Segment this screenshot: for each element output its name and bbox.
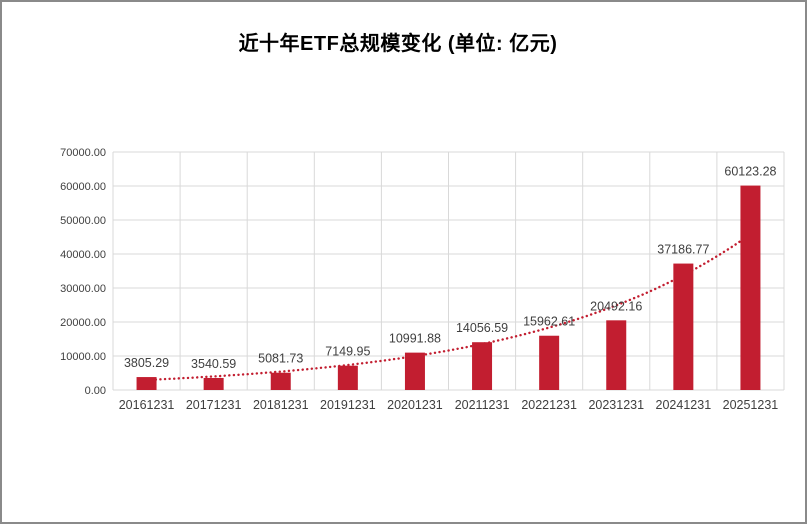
y-axis-tick-label: 30000.00 <box>60 283 106 295</box>
y-axis-tick-label: 0.00 <box>85 385 106 397</box>
y-axis-tick-label: 60000.00 <box>60 181 106 193</box>
x-axis-tick-label: 20191231 <box>320 398 376 412</box>
bar <box>606 320 627 390</box>
bar <box>404 352 425 390</box>
bar-value-label: 7149.95 <box>325 345 370 359</box>
y-axis-tick-label: 10000.00 <box>60 351 106 363</box>
bar <box>136 377 157 390</box>
bar <box>673 263 694 390</box>
chart-title: 近十年ETF总规模变化 (单位: 亿元) <box>238 33 558 55</box>
y-axis-tick-label: 50000.00 <box>60 215 106 227</box>
bar-value-label: 10991.88 <box>389 332 441 346</box>
bar-value-label: 5081.73 <box>258 352 303 366</box>
x-axis-tick-label: 20201231 <box>387 398 443 412</box>
y-axis-tick-label: 20000.00 <box>60 317 106 329</box>
bar-value-label: 15962.61 <box>523 315 575 329</box>
bar-value-label: 60123.28 <box>724 165 776 179</box>
x-axis-tick-label: 20171231 <box>186 398 242 412</box>
bar <box>337 365 358 390</box>
trendline-dotted <box>145 233 752 382</box>
bar <box>203 377 224 390</box>
bar <box>270 372 291 390</box>
y-axis-tick-label: 70000.00 <box>60 147 106 159</box>
bar <box>472 342 493 390</box>
x-axis-tick-label: 20251231 <box>723 398 779 412</box>
bar-value-label: 20492.16 <box>590 299 642 313</box>
bar <box>539 335 560 390</box>
bar <box>740 185 761 390</box>
x-axis-tick-label: 20221231 <box>521 398 577 412</box>
x-axis-tick-label: 20181231 <box>253 398 309 412</box>
x-axis-tick-label: 20241231 <box>656 398 712 412</box>
bar-value-label: 3540.59 <box>191 357 236 371</box>
bar-value-label: 3805.29 <box>124 356 169 370</box>
y-axis-tick-label: 40000.00 <box>60 249 106 261</box>
x-axis-tick-label: 20211231 <box>455 398 510 412</box>
bar-value-label: 14056.59 <box>456 321 508 335</box>
x-axis-tick-label: 20161231 <box>119 398 175 412</box>
bar-value-label: 37186.77 <box>657 243 709 257</box>
x-axis-tick-label: 20231231 <box>588 398 644 412</box>
